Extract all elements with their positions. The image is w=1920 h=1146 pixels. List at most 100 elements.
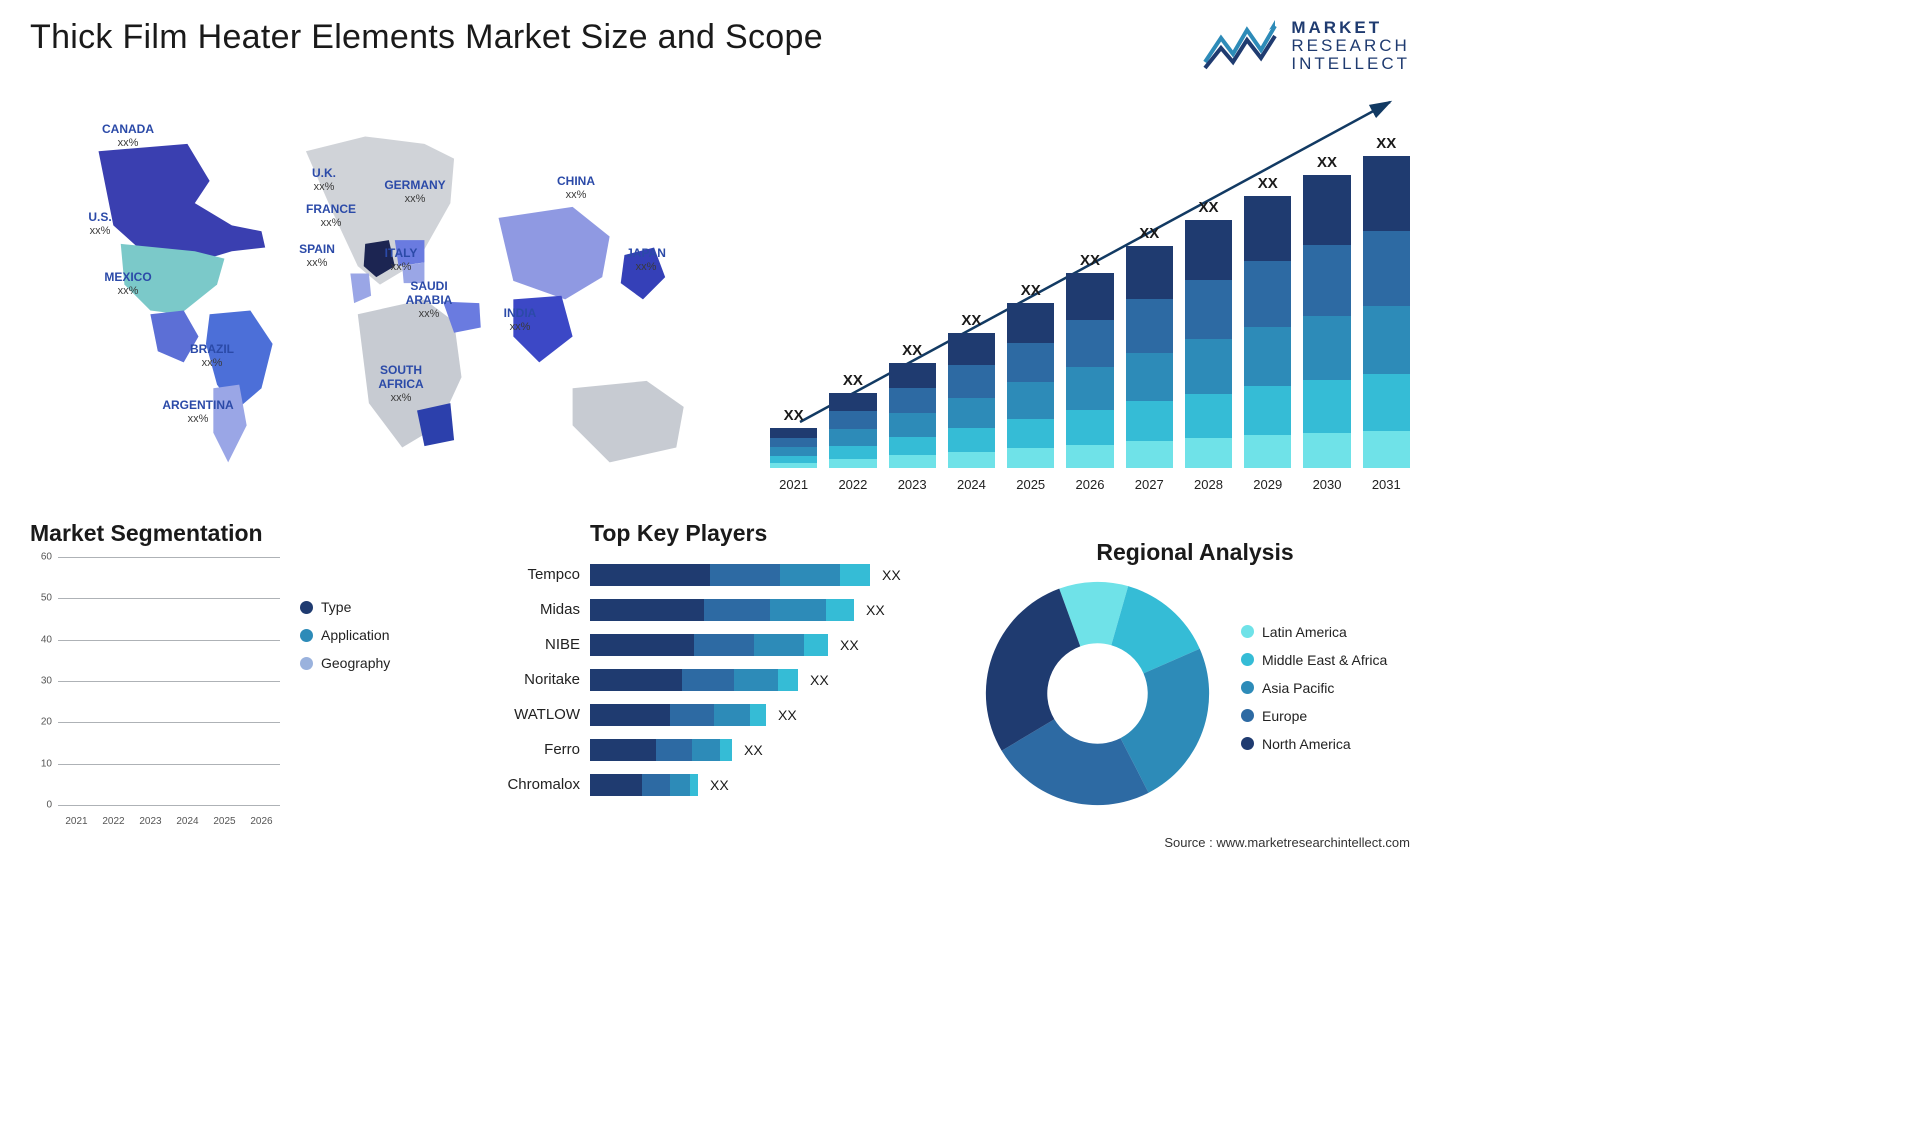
bar-segment [948, 398, 995, 428]
bar-segment [1303, 175, 1350, 245]
player-bar-row: XX [590, 627, 950, 662]
legend-swatch [1241, 737, 1254, 750]
map-label: ITALYxx% [385, 247, 418, 273]
growth-year-label: 2027 [1126, 477, 1173, 492]
bar-segment [1185, 394, 1232, 439]
bar-segment [1244, 327, 1291, 387]
player-name: Ferro [480, 732, 580, 767]
growth-year-label: 2030 [1303, 477, 1350, 492]
growth-bar: XX [1007, 282, 1054, 468]
bar-segment [1185, 438, 1232, 468]
bar-segment [1244, 435, 1291, 468]
key-players-title: Top Key Players [480, 520, 950, 547]
segmentation-legend: TypeApplicationGeography [300, 557, 390, 827]
seg-year-label: 2024 [169, 816, 206, 827]
map-label: SOUTHAFRICAxx% [378, 364, 423, 404]
growth-year-label: 2023 [889, 477, 936, 492]
player-value: XX [810, 672, 829, 688]
bar-segment [1303, 245, 1350, 315]
bar-segment [889, 363, 936, 388]
y-tick-label: 60 [41, 552, 52, 563]
map-label: SPAINxx% [299, 243, 335, 269]
growth-year-label: 2022 [829, 477, 876, 492]
map-label: U.S.xx% [88, 211, 111, 237]
bar-segment [770, 463, 817, 468]
bar-segment [1244, 196, 1291, 261]
y-tick-label: 0 [46, 800, 52, 811]
map-label: INDIAxx% [504, 307, 537, 333]
y-tick-label: 50 [41, 593, 52, 604]
bar-segment [670, 704, 714, 726]
legend-swatch [1241, 653, 1254, 666]
growth-bar: XX [948, 312, 995, 468]
player-value: XX [866, 602, 885, 618]
bar-segment [948, 452, 995, 468]
legend-item: Asia Pacific [1241, 680, 1387, 696]
growth-year-label: 2026 [1066, 477, 1113, 492]
legend-label: Europe [1262, 708, 1307, 724]
growth-bar: XX [889, 342, 936, 468]
legend-label: Geography [321, 655, 390, 671]
legend-item: Middle East & Africa [1241, 652, 1387, 668]
bar-segment [829, 446, 876, 460]
key-players-names: TempcoMidasNIBENoritakeWATLOWFerroChroma… [480, 557, 590, 802]
bar-segment [1007, 448, 1054, 468]
map-label: SAUDIARABIAxx% [406, 280, 453, 320]
legend-swatch [1241, 681, 1254, 694]
map-label: ARGENTINAxx% [162, 399, 233, 425]
key-players-bars: XXXXXXXXXXXXXX [590, 557, 950, 802]
source-line: Source : www.marketresearchintellect.com [1164, 835, 1410, 850]
bar-segment [1126, 299, 1173, 352]
seg-year-label: 2022 [95, 816, 132, 827]
brand-logo: MARKET RESEARCH INTELLECT [1203, 18, 1410, 74]
growth-year-label: 2021 [770, 477, 817, 492]
growth-bar: XX [1244, 175, 1291, 468]
seg-year-label: 2026 [243, 816, 280, 827]
bar-segment [840, 564, 870, 586]
map-region [417, 403, 454, 446]
player-value: XX [744, 742, 763, 758]
growth-bar-value: XX [1258, 175, 1278, 192]
legend-swatch [1241, 709, 1254, 722]
legend-item: Geography [300, 655, 390, 671]
bar-segment [889, 455, 936, 468]
bar-segment [670, 774, 690, 796]
segmentation-chart: 0102030405060 202120222023202420252026 [30, 557, 280, 827]
bar-segment [780, 564, 840, 586]
bar-segment [1363, 431, 1410, 468]
legend-label: Application [321, 627, 390, 643]
y-tick-label: 20 [41, 717, 52, 728]
regional-legend: Latin America Middle East & Africa Asia Pa… [1241, 624, 1387, 764]
legend-item: Latin America [1241, 624, 1387, 640]
growth-bar-value: XX [1139, 225, 1159, 242]
bar-segment [1066, 445, 1113, 468]
growth-bar-value: XX [1080, 252, 1100, 269]
growth-bar-value: XX [1376, 135, 1396, 152]
bar-segment [1303, 316, 1350, 380]
growth-bar-value: XX [1198, 199, 1218, 216]
bar-segment [829, 459, 876, 468]
map-label: CANADAxx% [102, 123, 154, 149]
y-tick-label: 10 [41, 758, 52, 769]
legend-label: Latin America [1262, 624, 1347, 640]
y-tick-label: 40 [41, 634, 52, 645]
bar-segment [1126, 353, 1173, 402]
bar-segment [889, 388, 936, 413]
bar-segment [590, 739, 656, 761]
bar-segment [1185, 339, 1232, 394]
seg-year-label: 2021 [58, 816, 95, 827]
map-label: JAPANxx% [626, 247, 666, 273]
bar-segment [1126, 246, 1173, 299]
bar-segment [829, 429, 876, 446]
bar-segment [590, 774, 642, 796]
growth-bar-value: XX [961, 312, 981, 329]
map-label: GERMANYxx% [384, 179, 445, 205]
bar-segment [826, 599, 854, 621]
growth-bar-value: XX [1317, 154, 1337, 171]
bar-segment [642, 774, 670, 796]
player-value: XX [710, 777, 729, 793]
player-bar-row: XX [590, 557, 950, 592]
bar-segment [1066, 410, 1113, 445]
bar-segment [770, 456, 817, 463]
segmentation-panel: Market Segmentation 0102030405060 202120… [30, 520, 450, 830]
